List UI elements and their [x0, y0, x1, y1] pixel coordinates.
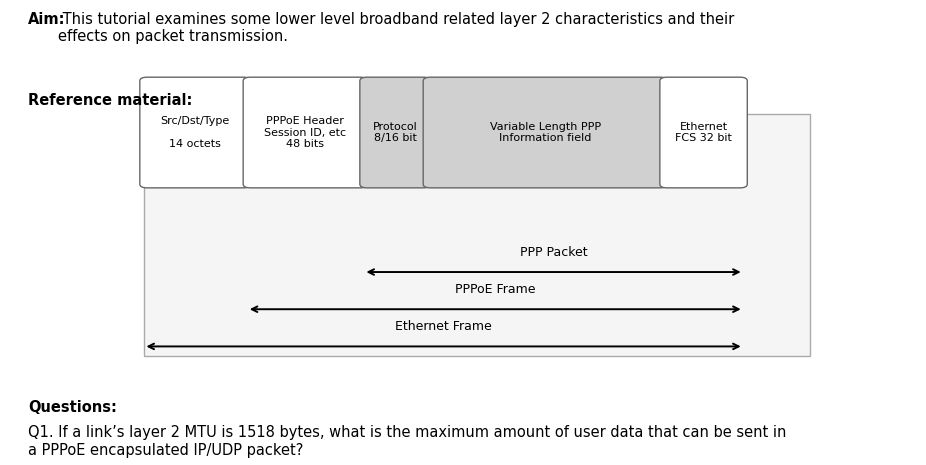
- Text: PPPoE Frame: PPPoE Frame: [455, 283, 535, 296]
- Text: Aim:: Aim:: [28, 12, 65, 27]
- Text: Src/Dst/Type

14 octets: Src/Dst/Type 14 octets: [160, 116, 230, 149]
- FancyBboxPatch shape: [360, 77, 431, 188]
- FancyBboxPatch shape: [144, 114, 810, 356]
- FancyBboxPatch shape: [244, 77, 368, 188]
- FancyBboxPatch shape: [660, 77, 747, 188]
- Text: PPPoE Header
Session ID, etc
48 bits: PPPoE Header Session ID, etc 48 bits: [264, 116, 346, 149]
- Text: Protocol
8/16 bit: Protocol 8/16 bit: [373, 122, 418, 143]
- Text: Questions:: Questions:: [28, 400, 117, 415]
- Text: PPP Packet: PPP Packet: [519, 246, 587, 259]
- Text: Variable Length PPP
Information field: Variable Length PPP Information field: [490, 122, 601, 143]
- FancyBboxPatch shape: [140, 77, 251, 188]
- Text: Ethernet Frame: Ethernet Frame: [395, 320, 492, 333]
- FancyBboxPatch shape: [423, 77, 668, 188]
- Text: Ethernet
FCS 32 bit: Ethernet FCS 32 bit: [675, 122, 732, 143]
- Text: Reference material:: Reference material:: [28, 93, 193, 108]
- Text: This tutorial examines some lower level broadband related layer 2 characteristic: This tutorial examines some lower level …: [58, 12, 734, 44]
- Text: Q1. If a link’s layer 2 MTU is 1518 bytes, what is the maximum amount of user da: Q1. If a link’s layer 2 MTU is 1518 byte…: [28, 425, 786, 458]
